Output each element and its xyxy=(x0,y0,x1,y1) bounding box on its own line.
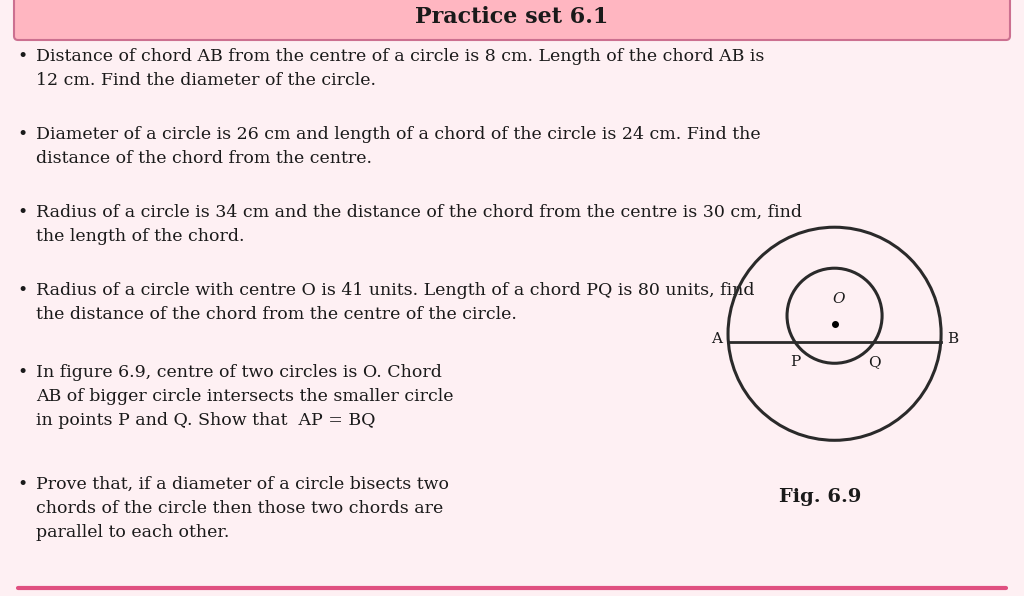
Text: •: • xyxy=(16,48,27,65)
Text: •: • xyxy=(16,476,27,493)
Text: O: O xyxy=(833,292,845,306)
Text: In figure 6.9, centre of two circles is O. Chord
AB of bigger circle intersects : In figure 6.9, centre of two circles is … xyxy=(36,364,454,429)
Text: •: • xyxy=(16,204,27,221)
Text: Radius of a circle with centre O is 41 units. Length of a chord PQ is 80 units, : Radius of a circle with centre O is 41 u… xyxy=(36,282,755,323)
Text: Q: Q xyxy=(868,355,881,369)
Text: Practice set 6.1: Practice set 6.1 xyxy=(416,6,608,28)
Text: Radius of a circle is 34 cm and the distance of the chord from the centre is 30 : Radius of a circle is 34 cm and the dist… xyxy=(36,204,802,245)
Text: Distance of chord AB from the centre of a circle is 8 cm. Length of the chord AB: Distance of chord AB from the centre of … xyxy=(36,48,764,89)
Text: Prove that, if a diameter of a circle bisects two
chords of the circle then thos: Prove that, if a diameter of a circle bi… xyxy=(36,476,449,541)
Text: Fig. 6.9: Fig. 6.9 xyxy=(779,488,861,506)
Text: A: A xyxy=(711,332,722,346)
Text: P: P xyxy=(790,355,800,369)
Text: •: • xyxy=(16,364,27,381)
Text: B: B xyxy=(947,332,958,346)
Text: Diameter of a circle is 26 cm and length of a chord of the circle is 24 cm. Find: Diameter of a circle is 26 cm and length… xyxy=(36,126,761,167)
Text: •: • xyxy=(16,282,27,299)
Text: •: • xyxy=(16,126,27,143)
FancyBboxPatch shape xyxy=(14,0,1010,40)
